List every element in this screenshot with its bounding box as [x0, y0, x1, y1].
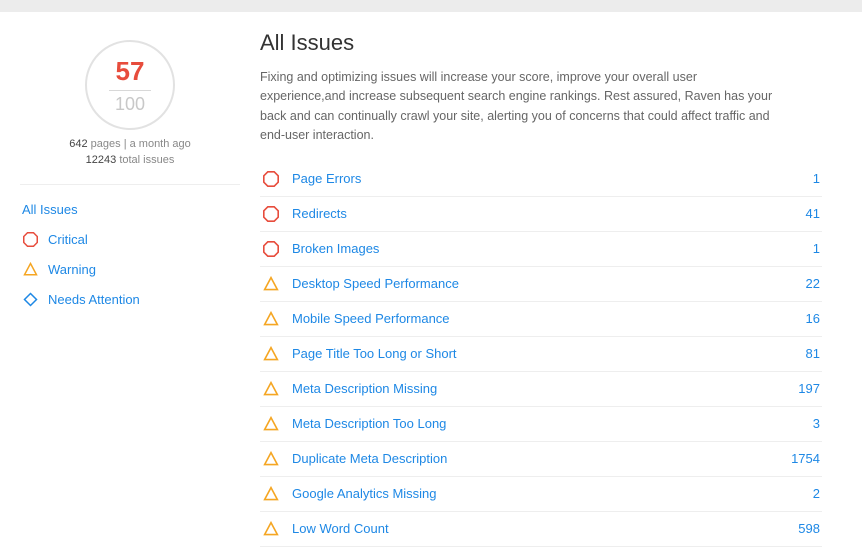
issues-list: Page Errors1Redirects41Broken Images1Des… [260, 162, 822, 547]
page-title: All Issues [260, 30, 822, 56]
issue-row[interactable]: Broken Images1 [260, 232, 822, 267]
issue-row[interactable]: Meta Description Too Long3 [260, 407, 822, 442]
issue-count: 1 [770, 241, 820, 256]
issue-label: Duplicate Meta Description [292, 451, 770, 466]
issue-label: Low Word Count [292, 521, 770, 536]
nav-critical[interactable]: Critical [20, 224, 240, 254]
issue-label: Google Analytics Missing [292, 486, 770, 501]
score-divider [109, 90, 151, 91]
warning-icon [262, 485, 280, 503]
nav-warning-label: Warning [48, 262, 96, 277]
issue-count: 197 [770, 381, 820, 396]
issue-count: 16 [770, 311, 820, 326]
diamond-icon [22, 291, 38, 307]
score-circle: 57 100 [85, 40, 175, 130]
octagon-icon [22, 231, 38, 247]
warning-icon [262, 345, 280, 363]
warning-icon [262, 275, 280, 293]
warning-icon [262, 380, 280, 398]
issue-row[interactable]: Mobile Speed Performance16 [260, 302, 822, 337]
issue-label: Page Errors [292, 171, 770, 186]
issue-count: 3 [770, 416, 820, 431]
nav-all-issues-label: All Issues [22, 202, 78, 217]
triangle-icon [22, 261, 38, 277]
critical-icon [262, 170, 280, 188]
issue-count: 2 [770, 486, 820, 501]
issue-label: Page Title Too Long or Short [292, 346, 770, 361]
warning-icon [262, 310, 280, 328]
issue-row[interactable]: Page Title Too Long or Short81 [260, 337, 822, 372]
main-container: 57 100 642 pages | a month ago 12243 tot… [0, 12, 862, 547]
issue-label: Mobile Speed Performance [292, 311, 770, 326]
issue-row[interactable]: Duplicate Meta Description1754 [260, 442, 822, 477]
warning-icon [262, 450, 280, 468]
issue-row[interactable]: Low Word Count598 [260, 512, 822, 547]
score-max: 100 [115, 95, 145, 113]
issue-count: 41 [770, 206, 820, 221]
intro-text: Fixing and optimizing issues will increa… [260, 68, 780, 146]
meta-pages: 642 pages | a month ago [20, 138, 240, 150]
meta-total-issues: 12243 total issues [20, 154, 240, 166]
time-ago: a month ago [130, 138, 191, 150]
issue-count: 1754 [770, 451, 820, 466]
nav-warning[interactable]: Warning [20, 254, 240, 284]
total-issues-count: 12243 [86, 154, 117, 166]
nav-critical-label: Critical [48, 232, 88, 247]
score-value: 57 [116, 58, 145, 84]
issue-label: Meta Description Missing [292, 381, 770, 396]
sidebar: 57 100 642 pages | a month ago 12243 tot… [0, 30, 260, 547]
issue-label: Broken Images [292, 241, 770, 256]
issue-count: 22 [770, 276, 820, 291]
total-issues-label: total issues [119, 154, 174, 166]
main-content: All Issues Fixing and optimizing issues … [260, 30, 862, 547]
pages-count: 642 [69, 138, 87, 150]
issue-row[interactable]: Google Analytics Missing2 [260, 477, 822, 512]
nav-needs-attention-label: Needs Attention [48, 292, 140, 307]
issue-row[interactable]: Desktop Speed Performance22 [260, 267, 822, 302]
nav-list: All Issues Critical Warning Needs Attent… [20, 195, 240, 314]
nav-needs-attention[interactable]: Needs Attention [20, 284, 240, 314]
nav-all-issues[interactable]: All Issues [20, 195, 240, 224]
issue-row[interactable]: Page Errors1 [260, 162, 822, 197]
warning-icon [262, 415, 280, 433]
issue-count: 81 [770, 346, 820, 361]
critical-icon [262, 240, 280, 258]
issue-label: Meta Description Too Long [292, 416, 770, 431]
issue-row[interactable]: Meta Description Missing197 [260, 372, 822, 407]
issue-label: Redirects [292, 206, 770, 221]
meta-separator: | [124, 138, 127, 150]
issue-count: 598 [770, 521, 820, 536]
issue-label: Desktop Speed Performance [292, 276, 770, 291]
sidebar-divider [20, 184, 240, 185]
issue-row[interactable]: Redirects41 [260, 197, 822, 232]
pages-label: pages [91, 138, 121, 150]
issue-count: 1 [770, 171, 820, 186]
critical-icon [262, 205, 280, 223]
topbar [0, 0, 862, 12]
warning-icon [262, 520, 280, 538]
